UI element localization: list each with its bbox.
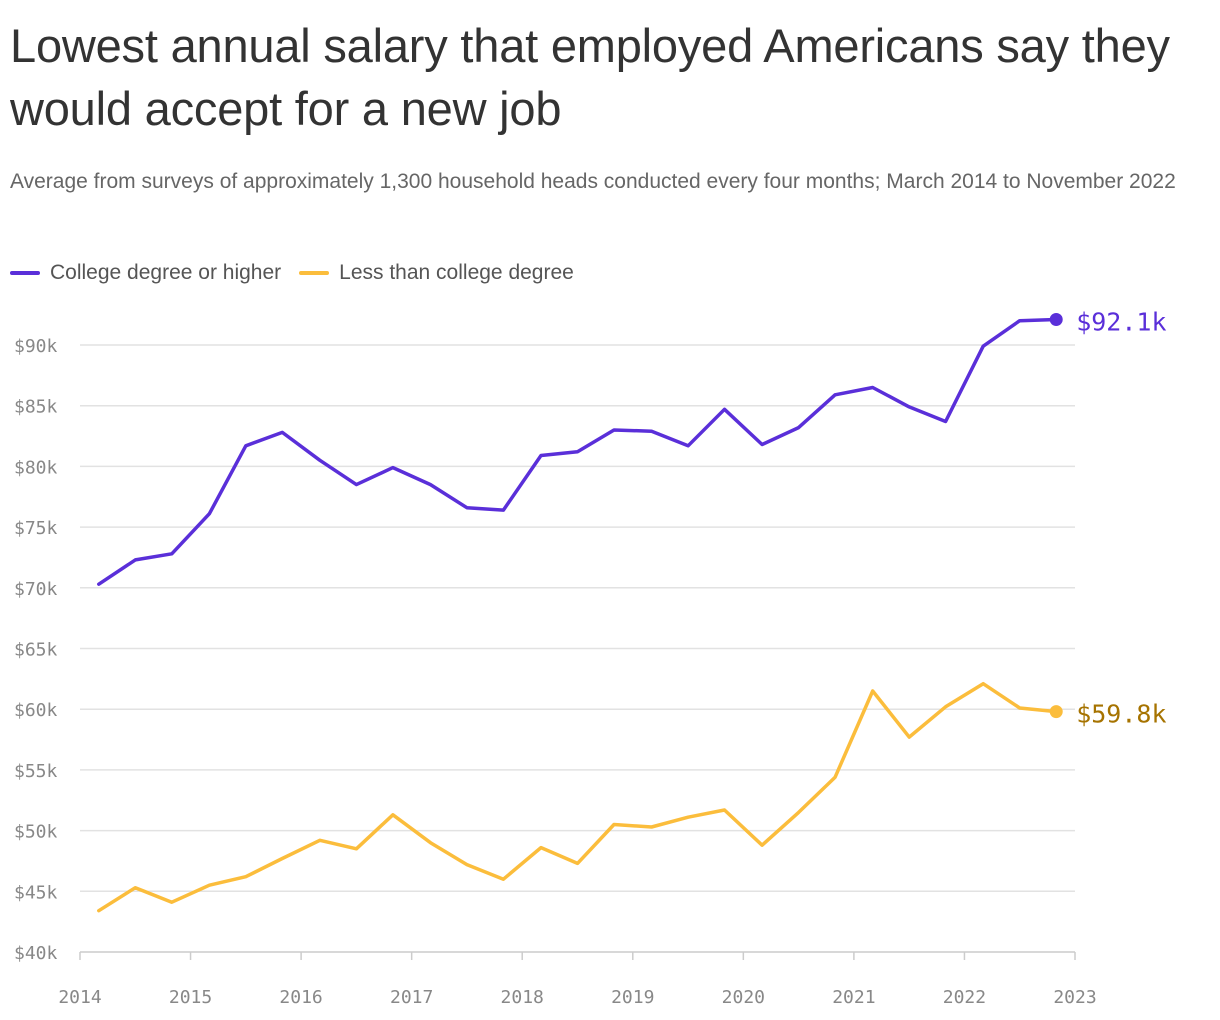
x-tick-label: 2019 xyxy=(611,987,654,1008)
x-axis xyxy=(79,951,1076,960)
y-tick-label: $60k xyxy=(14,700,58,721)
legend-label-less-than-college: Less than college degree xyxy=(339,261,574,284)
x-tick-label: 2020 xyxy=(722,987,765,1008)
series-line-college xyxy=(97,317,1058,586)
y-tick-label: $90k xyxy=(14,336,58,357)
y-tick-label: $85k xyxy=(14,397,58,418)
y-tick-label: $55k xyxy=(14,761,58,782)
chart-title: Lowest annual salary that employed Ameri… xyxy=(10,19,1170,135)
end-value-labels: $92.1k $59.8k xyxy=(1076,308,1166,729)
end-value-label-less-than-college: $59.8k xyxy=(1076,700,1166,729)
y-tick-label: $65k xyxy=(14,640,58,661)
chart-legend: College degree or higher Less than colle… xyxy=(10,258,592,288)
grid-lines xyxy=(80,344,1075,893)
x-tick-label: 2023 xyxy=(1053,987,1096,1008)
y-tick-label: $75k xyxy=(14,518,58,539)
y-tick-label: $40k xyxy=(14,943,58,964)
y-tick-label: $80k xyxy=(14,457,58,478)
legend-item-less-than-college: Less than college degree xyxy=(299,261,574,285)
legend-label-college: College degree or higher xyxy=(50,261,282,284)
y-axis-tick-labels: $40k $45k $50k $55k $60k $65k $70k $75k $80k $85k… xyxy=(14,336,58,964)
chart-subtitle: Average from surveys of approximately 1,… xyxy=(10,170,1176,193)
x-tick-label: 2022 xyxy=(943,987,986,1008)
legend-swatch-college xyxy=(10,271,40,275)
end-point-college xyxy=(1049,313,1063,327)
x-tick-label: 2015 xyxy=(169,987,212,1008)
legend-item-college: College degree or higher xyxy=(10,261,281,285)
end-point-less-than-college xyxy=(1049,705,1063,719)
end-value-label-college: $92.1k xyxy=(1076,308,1166,337)
y-tick-label: $70k xyxy=(14,579,58,600)
legend-swatch-less-than-college xyxy=(299,271,330,275)
series-line-less-than-college xyxy=(97,681,1058,913)
y-tick-label: $50k xyxy=(14,822,58,843)
x-tick-label: 2014 xyxy=(58,987,101,1008)
x-tick-label: 2016 xyxy=(279,987,322,1008)
x-axis-tick-labels: 2014 2015 2016 2017 2018 2019 2020 2021 2022 2023 xyxy=(58,987,1096,1008)
x-tick-label: 2021 xyxy=(832,987,875,1008)
y-tick-label: $45k xyxy=(14,882,58,903)
series-lines xyxy=(97,313,1063,913)
x-tick-label: 2018 xyxy=(501,987,544,1008)
x-tick-label: 2017 xyxy=(390,987,433,1008)
